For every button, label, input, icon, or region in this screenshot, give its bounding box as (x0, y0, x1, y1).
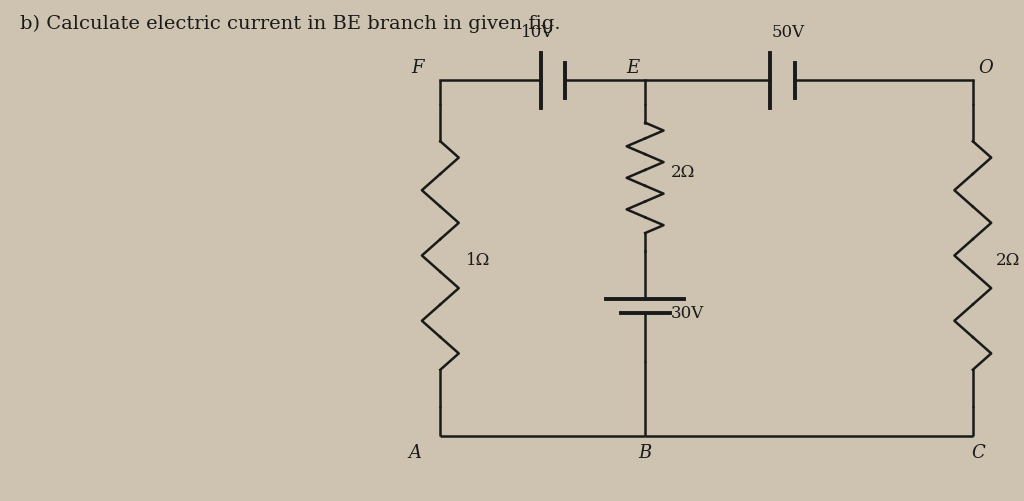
Text: 30V: 30V (671, 305, 703, 322)
Text: 50V: 50V (772, 24, 805, 41)
Text: b) Calculate electric current in BE branch in given fig.: b) Calculate electric current in BE bran… (20, 15, 561, 33)
Text: O: O (979, 59, 993, 77)
Text: F: F (412, 59, 424, 77)
Text: E: E (627, 59, 639, 77)
Text: 2Ω: 2Ω (995, 252, 1020, 269)
Text: 1Ω: 1Ω (466, 252, 490, 269)
Text: B: B (639, 444, 651, 462)
Text: 2Ω: 2Ω (671, 164, 695, 181)
Text: 10V: 10V (521, 24, 554, 41)
Text: A: A (409, 444, 421, 462)
Text: C: C (971, 444, 985, 462)
